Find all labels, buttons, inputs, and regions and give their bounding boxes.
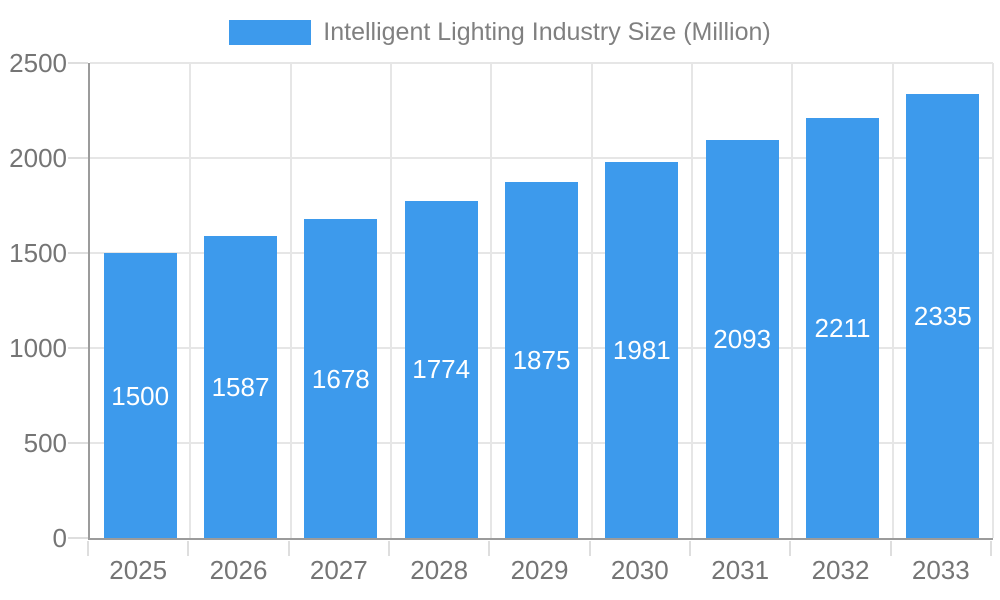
gridline-vertical	[490, 63, 493, 538]
gridline-vertical	[390, 63, 392, 538]
y-axis-tick	[68, 62, 88, 64]
bar-value-label: 1500	[111, 380, 170, 411]
x-axis: 2025 2026 2027 2028 2029 2030 2031 2032 2033	[87, 540, 993, 600]
y-axis-tick-label: 2000	[9, 143, 67, 173]
bar[interactable]: 1875	[505, 181, 578, 538]
gridline-vertical	[891, 63, 894, 538]
y-axis-tick-label: 1000	[9, 333, 67, 363]
x-axis-tick-label: 2027	[309, 555, 368, 585]
gridline-vertical	[691, 63, 693, 538]
gridline-horizontal	[90, 157, 993, 159]
y-axis-tick	[68, 252, 88, 254]
y-axis-tick-label: 500	[23, 428, 67, 458]
y-axis: 0 500 1000 1500 2000 2500	[0, 50, 88, 551]
y-axis-tick-label: 1500	[9, 238, 67, 268]
bar-value-label: 1587	[211, 372, 270, 403]
legend-swatch	[229, 20, 312, 45]
x-axis-tick-label: 2030	[610, 555, 669, 585]
bar-value-label: 2335	[913, 301, 972, 332]
x-axis-tick-label: 2025	[109, 555, 168, 585]
gridline-vertical	[992, 63, 994, 538]
y-axis-tick	[68, 157, 88, 159]
bar[interactable]: 1500	[103, 253, 177, 538]
x-axis-tick-label: 2029	[510, 555, 569, 585]
gridline-horizontal	[90, 62, 993, 64]
bar[interactable]: 2093	[705, 140, 779, 538]
x-axis-tick	[87, 541, 89, 556]
y-axis-tick	[68, 347, 88, 349]
x-axis-tick-label: 2028	[410, 555, 469, 585]
x-axis-tick-label: 2031	[711, 555, 770, 585]
bar-value-label: 1774	[412, 354, 471, 385]
bar[interactable]: 1587	[204, 236, 277, 538]
y-axis-tick-label: 0	[52, 523, 67, 553]
plot-area: 1500 1587 1678 1774 1875 1981 2093 2211 2335	[88, 62, 994, 540]
bar[interactable]: 2335	[906, 94, 980, 538]
x-axis-tick	[287, 541, 290, 556]
x-axis-tick	[990, 541, 992, 556]
y-axis-tick	[68, 442, 88, 444]
x-axis-tick	[588, 541, 591, 556]
gridline-vertical	[590, 63, 593, 538]
bar-value-label: 1678	[311, 363, 370, 394]
x-axis-tick	[388, 541, 390, 556]
legend[interactable]: Intelligent Lighting Industry Size (Mill…	[0, 18, 1000, 47]
x-axis-tick	[889, 541, 892, 556]
bar-value-label: 2093	[713, 324, 772, 355]
bar[interactable]: 1774	[404, 200, 478, 538]
x-axis-tick	[187, 541, 190, 556]
bar[interactable]: 2211	[806, 117, 879, 538]
y-axis-tick-label: 2500	[9, 48, 67, 78]
x-axis-tick-label: 2033	[911, 555, 970, 585]
x-axis-tick-label: 2032	[811, 555, 870, 585]
gridline-vertical	[791, 63, 794, 538]
bar[interactable]: 1981	[605, 161, 679, 538]
bar-value-label: 1981	[612, 334, 671, 365]
bar-value-label: 1875	[512, 344, 571, 375]
x-axis-tick	[789, 541, 792, 556]
gridline-vertical	[289, 63, 292, 538]
legend-label: Intelligent Lighting Industry Size (Mill…	[323, 18, 771, 46]
bar[interactable]: 1678	[304, 219, 378, 538]
x-axis-tick	[689, 541, 691, 556]
bar-value-label: 2211	[814, 312, 871, 343]
y-axis-tick	[68, 537, 88, 539]
x-axis-tick-label: 2026	[209, 555, 268, 585]
gridline-vertical	[189, 63, 192, 538]
x-axis-tick	[488, 541, 491, 556]
